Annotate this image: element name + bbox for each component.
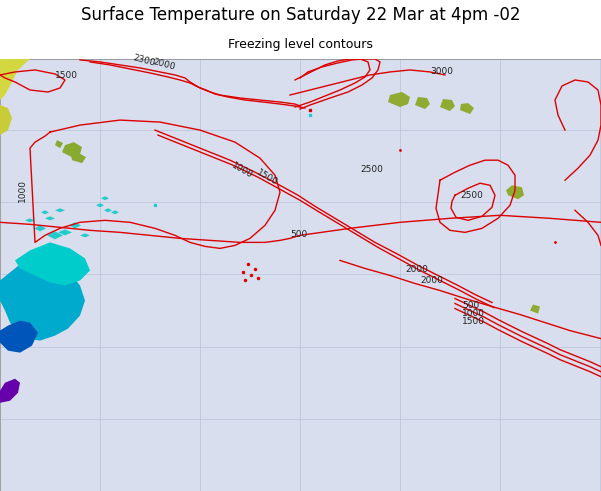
Polygon shape — [530, 304, 540, 314]
Polygon shape — [41, 210, 49, 214]
Polygon shape — [460, 103, 474, 114]
Text: Surface Temperature on Saturday 22 Mar at 4pm -02: Surface Temperature on Saturday 22 Mar a… — [81, 6, 520, 24]
Text: 2000: 2000 — [405, 266, 428, 274]
Text: 500: 500 — [462, 300, 479, 309]
Text: 1500: 1500 — [462, 317, 485, 326]
Text: 1000: 1000 — [18, 179, 27, 202]
Polygon shape — [388, 92, 410, 107]
Polygon shape — [25, 218, 35, 222]
Polygon shape — [0, 321, 38, 353]
Text: 1000: 1000 — [230, 161, 254, 180]
Polygon shape — [0, 105, 12, 135]
Polygon shape — [71, 153, 86, 163]
Polygon shape — [104, 208, 112, 212]
Text: 1500: 1500 — [255, 168, 279, 187]
Text: 1000: 1000 — [462, 308, 485, 318]
Text: 2500: 2500 — [360, 165, 383, 174]
Polygon shape — [15, 243, 90, 285]
Text: 1500: 1500 — [55, 71, 78, 80]
Text: 3000: 3000 — [430, 67, 453, 76]
Polygon shape — [55, 140, 63, 148]
Text: Freezing level contours: Freezing level contours — [228, 38, 373, 51]
Text: 500: 500 — [290, 230, 307, 240]
Text: 2300: 2300 — [132, 54, 156, 68]
Polygon shape — [55, 208, 65, 212]
Polygon shape — [0, 255, 85, 341]
Polygon shape — [440, 99, 455, 111]
Polygon shape — [47, 231, 63, 240]
Polygon shape — [34, 225, 46, 231]
Text: 2500: 2500 — [460, 191, 483, 200]
Text: 2000: 2000 — [152, 57, 177, 72]
Polygon shape — [111, 210, 119, 214]
Polygon shape — [0, 59, 30, 100]
Polygon shape — [58, 229, 72, 235]
Polygon shape — [101, 196, 109, 200]
Polygon shape — [0, 379, 20, 403]
Polygon shape — [415, 97, 430, 109]
Polygon shape — [506, 185, 524, 199]
Polygon shape — [45, 217, 55, 220]
Polygon shape — [69, 222, 81, 228]
Polygon shape — [96, 203, 104, 207]
Polygon shape — [62, 142, 82, 157]
Text: 2000: 2000 — [420, 276, 443, 285]
Polygon shape — [80, 233, 90, 237]
